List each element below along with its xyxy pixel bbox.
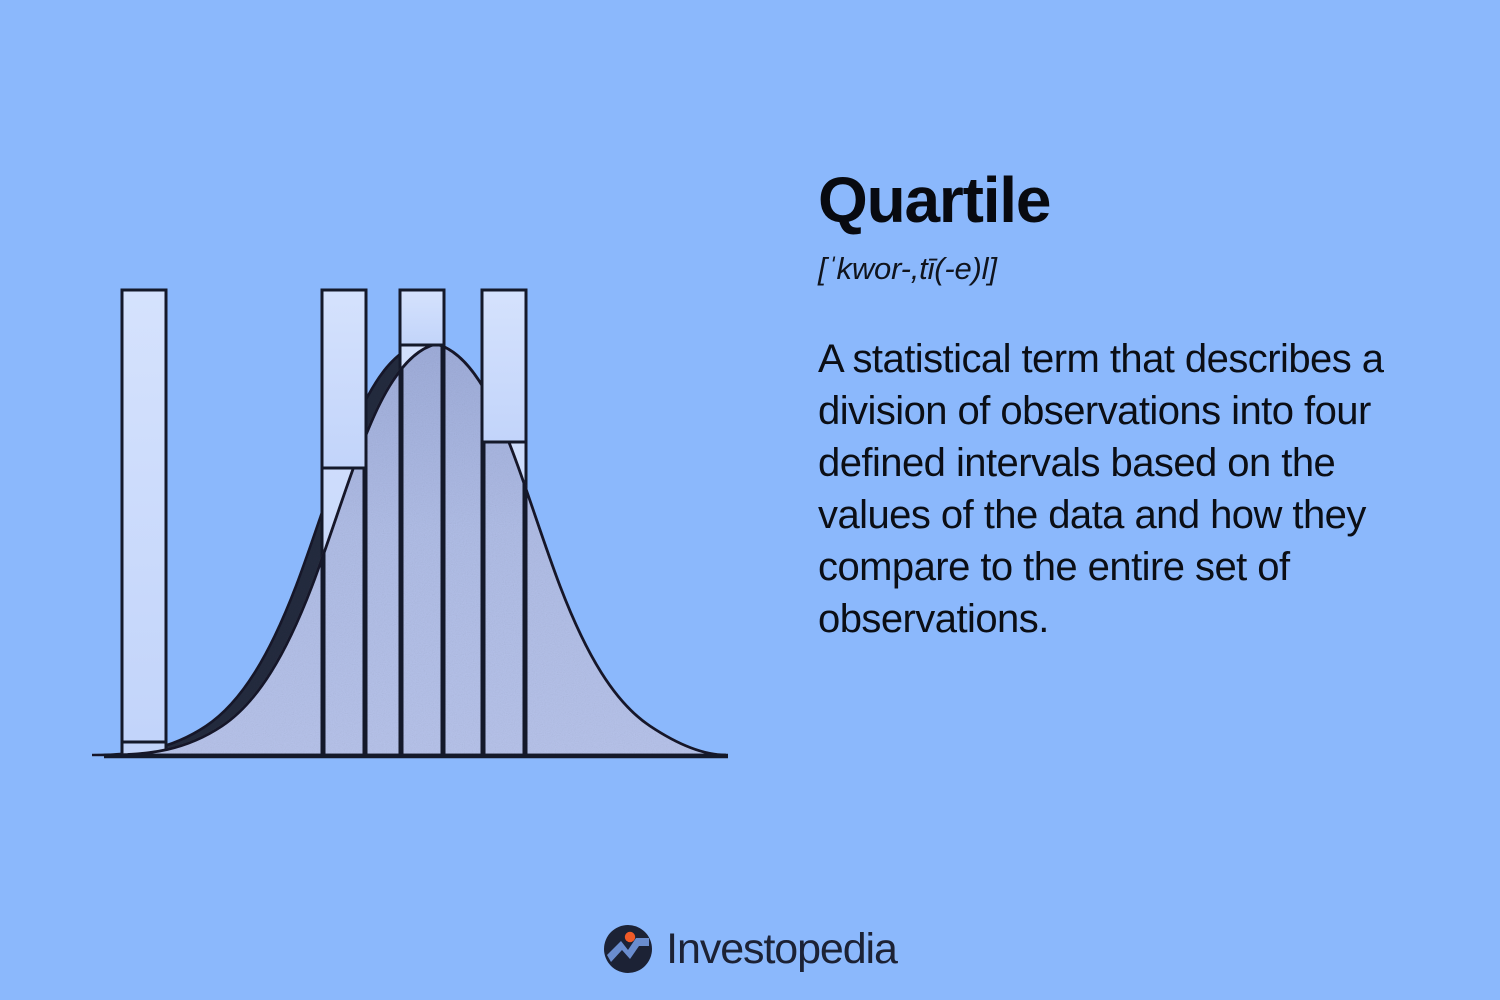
quartile-bar-caps [120, 288, 528, 744]
bar-cap-3 [398, 288, 446, 347]
quartile-chart [90, 250, 730, 790]
brand-wordmark: Investopedia [666, 924, 898, 973]
bar-cap-4 [480, 288, 528, 444]
brand-lockup[interactable]: Investopedia [0, 924, 1500, 974]
distribution-front-curve [107, 342, 727, 757]
bar-cap-2 [320, 288, 368, 470]
quartile-chart-svg [91, 288, 728, 759]
bar-cap-1 [120, 288, 168, 744]
term-title: Quartile [818, 164, 1051, 236]
definition-text-pane: Quartile [ˈkwor-,tī(-e)l] A statistical … [818, 164, 1428, 645]
term-definition: A statistical term that describes a divi… [818, 337, 1384, 642]
term-pronunciation: [ˈkwor-,tī(-e)l] [818, 251, 997, 287]
investopedia-logo-icon [604, 925, 653, 973]
